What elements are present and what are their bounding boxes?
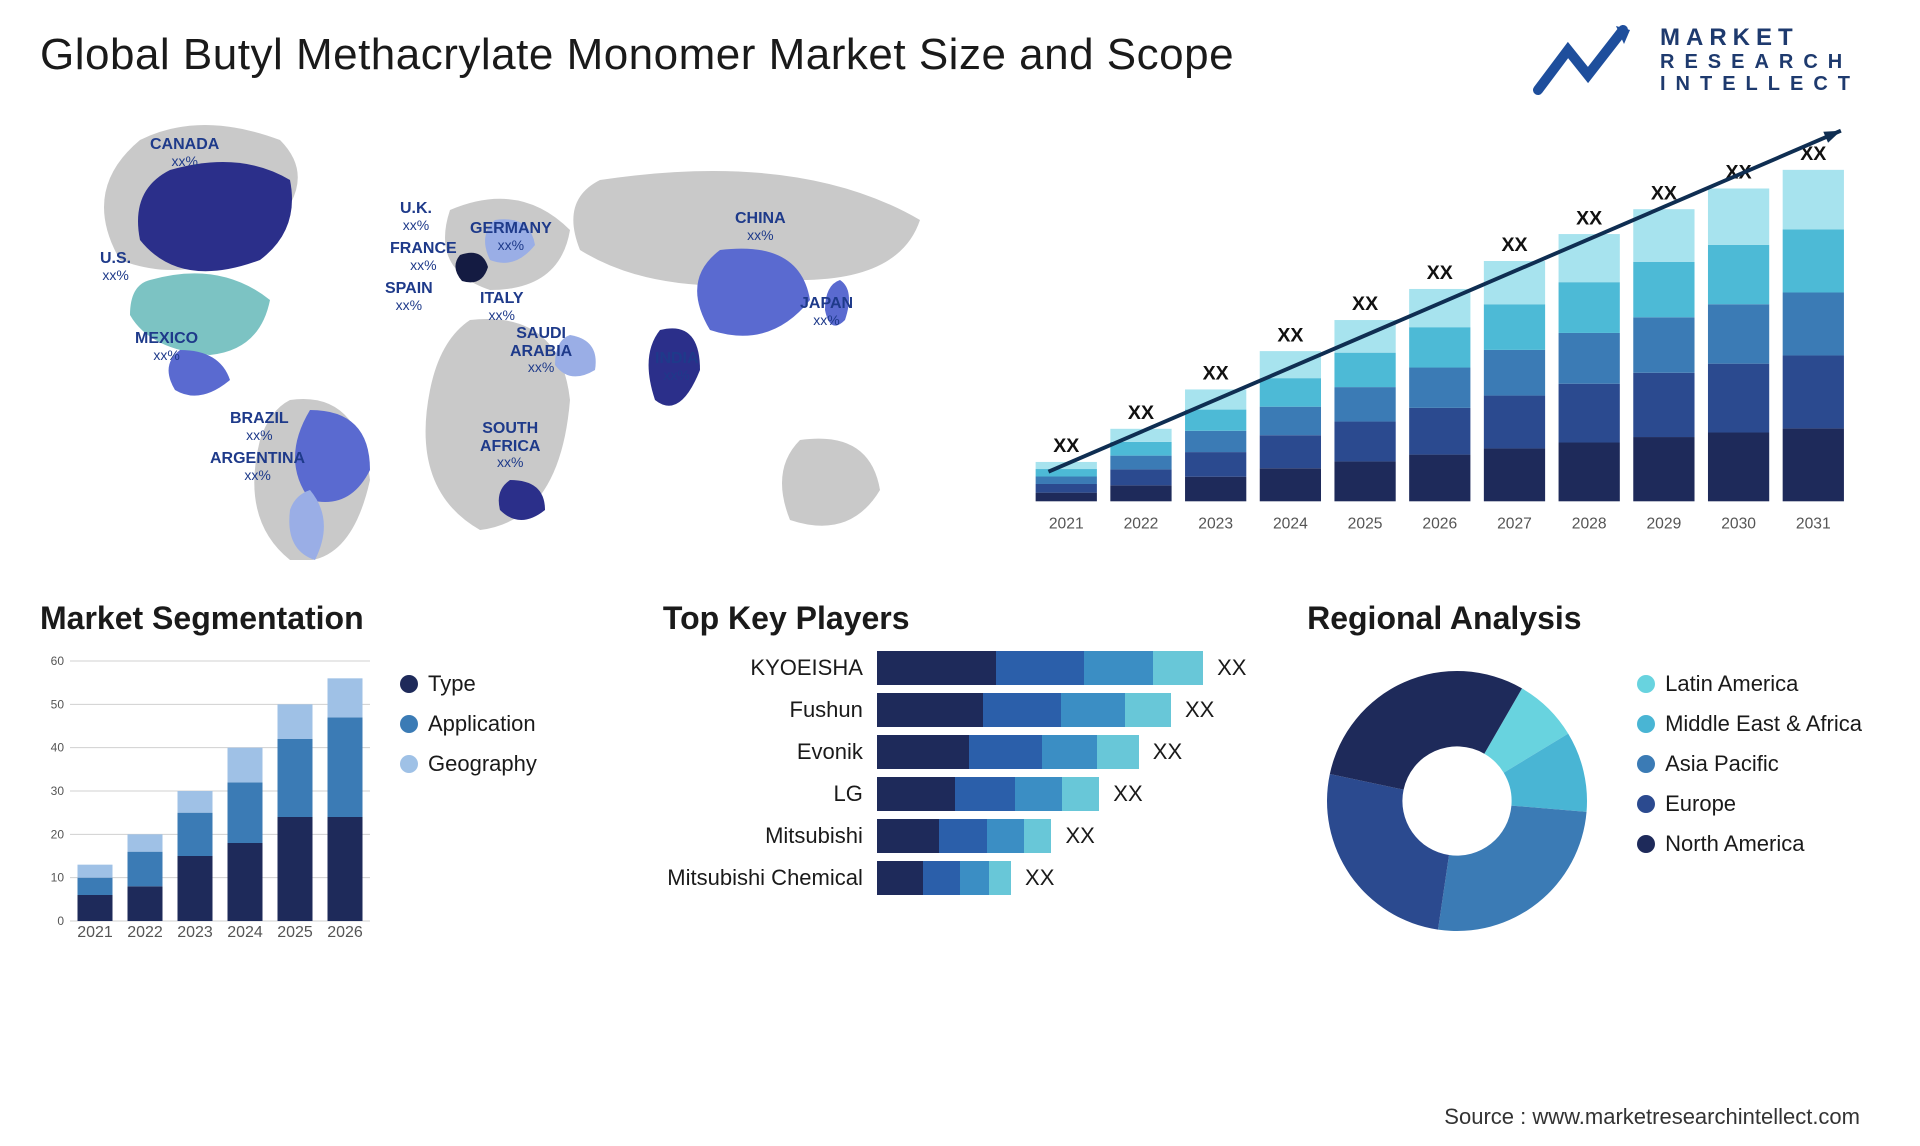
segmentation-legend: Type Application Geography <box>400 651 537 951</box>
map-label: SOUTHAFRICAxx% <box>480 420 540 471</box>
svg-text:2024: 2024 <box>1273 516 1308 533</box>
map-label: ARGENTINAxx% <box>210 450 305 483</box>
player-value: XX <box>1025 865 1065 891</box>
player-row: Fushun XX <box>663 693 1257 727</box>
player-bar <box>877 735 1139 769</box>
player-bar <box>877 693 1171 727</box>
svg-text:10: 10 <box>51 871 65 885</box>
svg-text:2021: 2021 <box>77 924 113 941</box>
player-value: XX <box>1185 697 1225 723</box>
svg-text:2026: 2026 <box>327 924 363 941</box>
player-value: XX <box>1217 655 1257 681</box>
svg-text:XX: XX <box>1277 324 1303 346</box>
map-label: SPAINxx% <box>385 280 433 313</box>
svg-text:2027: 2027 <box>1497 516 1532 533</box>
svg-text:0: 0 <box>57 914 64 928</box>
map-label: INDIAxx% <box>655 350 699 383</box>
legend-item: Latin America <box>1637 671 1862 697</box>
svg-text:XX: XX <box>1053 435 1079 457</box>
logo-text: MARKET RESEARCH INTELLECT <box>1660 25 1860 95</box>
svg-text:XX: XX <box>1203 363 1229 385</box>
svg-text:2023: 2023 <box>1198 516 1233 533</box>
map-label: SAUDIARABIAxx% <box>510 325 572 376</box>
regional-title: Regional Analysis <box>1307 600 1880 637</box>
svg-text:40: 40 <box>51 741 65 755</box>
svg-text:50: 50 <box>51 697 65 711</box>
svg-text:XX: XX <box>1128 402 1154 424</box>
svg-text:60: 60 <box>51 654 65 668</box>
player-label: Evonik <box>663 739 863 765</box>
player-row: Mitsubishi Chemical XX <box>663 861 1257 895</box>
player-label: Mitsubishi <box>663 823 863 849</box>
player-value: XX <box>1065 823 1105 849</box>
segmentation-title: Market Segmentation <box>40 600 613 637</box>
svg-text:2029: 2029 <box>1646 516 1681 533</box>
svg-text:2028: 2028 <box>1572 516 1607 533</box>
player-bar <box>877 651 1203 685</box>
regional-legend: Latin America Middle East & Africa Asia Pa… <box>1637 651 1862 871</box>
svg-text:2025: 2025 <box>1348 516 1383 533</box>
svg-text:2030: 2030 <box>1721 516 1756 533</box>
map-label: ITALYxx% <box>480 290 524 323</box>
player-label: LG <box>663 781 863 807</box>
svg-text:2022: 2022 <box>1124 516 1159 533</box>
map-label: CHINAxx% <box>735 210 786 243</box>
segmentation-panel: Market Segmentation 0 10 20 30 40 50 60 2021 202… <box>40 600 613 951</box>
map-label: FRANCExx% <box>390 240 457 273</box>
player-value: XX <box>1113 781 1153 807</box>
svg-text:2024: 2024 <box>227 924 263 941</box>
player-row: LG XX <box>663 777 1257 811</box>
svg-text:XX: XX <box>1352 293 1378 315</box>
player-bar <box>877 777 1099 811</box>
player-label: Fushun <box>663 697 863 723</box>
legend-item: Application <box>400 711 537 737</box>
svg-text:2025: 2025 <box>277 924 313 941</box>
legend-item: Type <box>400 671 537 697</box>
player-bar <box>877 861 1011 895</box>
players-title: Top Key Players <box>663 600 1257 637</box>
player-value: XX <box>1153 739 1193 765</box>
player-label: Mitsubishi Chemical <box>663 865 863 891</box>
svg-text:2031: 2031 <box>1796 516 1831 533</box>
logo-mark-icon <box>1528 20 1648 100</box>
svg-text:2022: 2022 <box>127 924 163 941</box>
player-row: Evonik XX <box>663 735 1257 769</box>
svg-text:2026: 2026 <box>1422 516 1457 533</box>
svg-text:2021: 2021 <box>1049 516 1084 533</box>
legend-item: Geography <box>400 751 537 777</box>
legend-item: Middle East & Africa <box>1637 711 1862 737</box>
growth-chart: XX 2021 XX 2022 XX 2023 XX 2024 XX 2025 XX 2026 XX 20… <box>980 100 1880 560</box>
svg-text:XX: XX <box>1576 207 1602 229</box>
legend-item: North America <box>1637 831 1862 857</box>
player-bar <box>877 819 1052 853</box>
segmentation-chart: 0 10 20 30 40 50 60 2021 2022 2023 2024 2025 2026 <box>40 651 380 951</box>
map-label: U.K.xx% <box>400 200 432 233</box>
brand-logo: MARKET RESEARCH INTELLECT <box>1528 20 1860 100</box>
players-chart: KYOEISHAXXFushunXXEvonikXXLGXXMitsubishi… <box>663 651 1257 895</box>
map-label: BRAZILxx% <box>230 410 289 443</box>
map-label: MEXICOxx% <box>135 330 198 363</box>
svg-text:XX: XX <box>1427 262 1453 284</box>
player-row: Mitsubishi XX <box>663 819 1257 853</box>
legend-item: Asia Pacific <box>1637 751 1862 777</box>
world-map-panel: CANADAxx% U.S.xx% MEXICOxx% BRAZILxx% ARGENT… <box>40 100 940 560</box>
map-label: GERMANYxx% <box>470 220 552 253</box>
donut-chart <box>1307 651 1607 951</box>
players-panel: Top Key Players KYOEISHAXXFushunXXEvonik… <box>663 600 1257 951</box>
map-label: CANADAxx% <box>150 136 219 169</box>
svg-text:20: 20 <box>51 827 65 841</box>
svg-text:XX: XX <box>1501 234 1527 256</box>
legend-item: Europe <box>1637 791 1862 817</box>
map-label: JAPANxx% <box>800 295 853 328</box>
source-attribution: Source : www.marketresearchintellect.com <box>1444 1104 1860 1130</box>
svg-text:2023: 2023 <box>177 924 213 941</box>
player-label: KYOEISHA <box>663 655 863 681</box>
map-label: U.S.xx% <box>100 250 131 283</box>
regional-panel: Regional Analysis Latin America Middle Ea… <box>1307 600 1880 951</box>
svg-text:30: 30 <box>51 784 65 798</box>
player-row: KYOEISHA XX <box>663 651 1257 685</box>
